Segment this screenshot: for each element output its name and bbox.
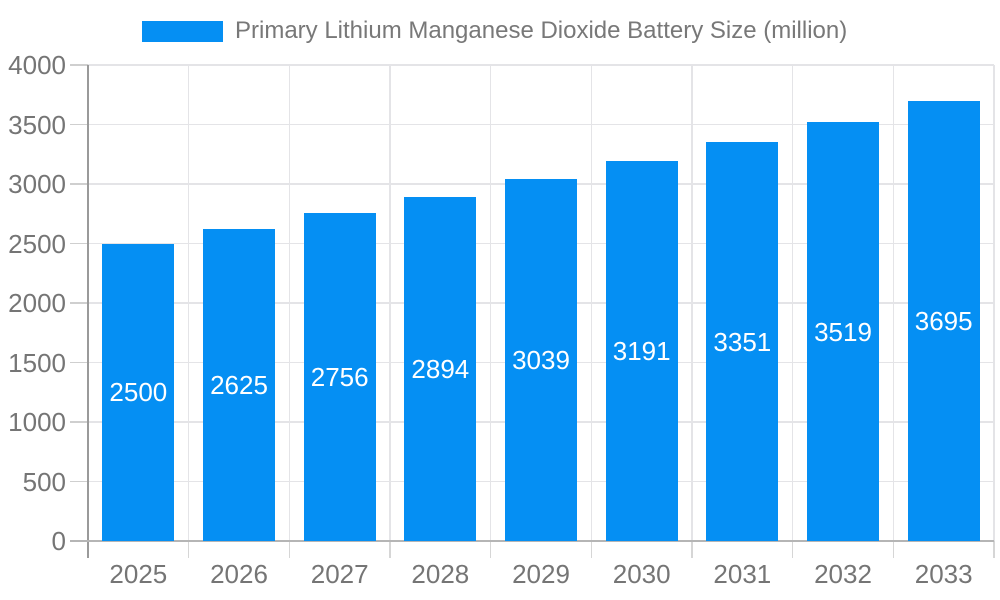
bar[interactable] bbox=[303, 213, 376, 541]
y-axis-tick bbox=[70, 480, 88, 483]
legend-swatch[interactable] bbox=[142, 21, 223, 42]
bar-value-label: 3039 bbox=[512, 345, 570, 376]
y-axis-tick bbox=[70, 361, 88, 364]
x-tick-label: 2031 bbox=[713, 559, 772, 589]
x-axis-line bbox=[70, 540, 994, 542]
bar[interactable] bbox=[404, 196, 477, 541]
x-axis-tick bbox=[187, 541, 190, 558]
y-grid-line bbox=[88, 64, 994, 66]
bar-value-label: 2894 bbox=[411, 353, 470, 384]
x-grid-line bbox=[187, 65, 190, 541]
bar-value-label: 2625 bbox=[210, 369, 268, 400]
x-axis-tick bbox=[288, 541, 291, 558]
y-tick-label: 3000 bbox=[8, 169, 66, 199]
x-grid-line bbox=[288, 65, 291, 541]
y-tick-label: 1000 bbox=[8, 407, 66, 437]
x-grid-line bbox=[389, 65, 391, 541]
y-axis-tick bbox=[70, 183, 88, 185]
y-tick-label: 1500 bbox=[8, 347, 66, 378]
bar-value-label: 3191 bbox=[612, 336, 671, 367]
y-axis-line bbox=[87, 65, 89, 558]
x-tick-label: 2028 bbox=[411, 559, 470, 589]
x-tick-label: 2025 bbox=[109, 559, 168, 589]
y-tick-label: 3500 bbox=[8, 109, 66, 140]
y-tick-label: 4000 bbox=[8, 50, 66, 80]
x-tick-label: 2032 bbox=[814, 559, 872, 589]
bar[interactable] bbox=[807, 122, 879, 541]
x-axis-tick bbox=[892, 541, 895, 558]
bar-value-label: 3695 bbox=[914, 306, 973, 337]
y-tick-label: 0 bbox=[51, 526, 66, 556]
x-tick-label: 2026 bbox=[210, 559, 268, 589]
y-grid-line bbox=[88, 123, 994, 126]
x-tick-label: 2033 bbox=[914, 559, 973, 589]
x-grid-line bbox=[489, 65, 492, 541]
y-axis-tick bbox=[70, 302, 88, 304]
bar[interactable] bbox=[505, 179, 577, 541]
y-axis-tick bbox=[70, 123, 88, 126]
bar-value-label: 2756 bbox=[310, 362, 369, 393]
bar[interactable] bbox=[907, 101, 980, 541]
bar-value-label: 3351 bbox=[713, 326, 772, 357]
bar[interactable] bbox=[605, 161, 678, 541]
y-axis-tick bbox=[70, 421, 88, 423]
x-grid-line bbox=[791, 65, 794, 541]
bar[interactable] bbox=[102, 243, 175, 541]
x-axis-tick bbox=[791, 541, 794, 558]
bar[interactable] bbox=[203, 228, 275, 541]
x-axis-tick bbox=[489, 541, 492, 558]
x-tick-label: 2029 bbox=[512, 559, 570, 589]
x-grid-line bbox=[590, 65, 593, 541]
x-grid-line bbox=[691, 65, 693, 541]
y-tick-label: 2500 bbox=[8, 228, 66, 259]
x-tick-label: 2027 bbox=[310, 559, 369, 589]
x-tick-label: 2030 bbox=[612, 559, 671, 589]
bar-value-label: 3519 bbox=[814, 316, 872, 347]
x-axis-tick bbox=[389, 541, 391, 558]
x-axis-tick bbox=[590, 541, 593, 558]
y-tick-label: 500 bbox=[22, 466, 66, 497]
x-axis-tick bbox=[993, 541, 995, 558]
bar-value-label: 2500 bbox=[109, 377, 168, 408]
y-axis-tick bbox=[70, 64, 88, 66]
bar[interactable] bbox=[706, 142, 779, 541]
y-axis-tick bbox=[70, 242, 88, 245]
x-grid-line bbox=[892, 65, 895, 541]
y-tick-label: 2000 bbox=[8, 288, 66, 318]
legend-series-label[interactable]: Primary Lithium Manganese Dioxide Batter… bbox=[235, 17, 848, 44]
x-axis-tick bbox=[691, 541, 693, 558]
x-grid-line bbox=[993, 65, 995, 541]
